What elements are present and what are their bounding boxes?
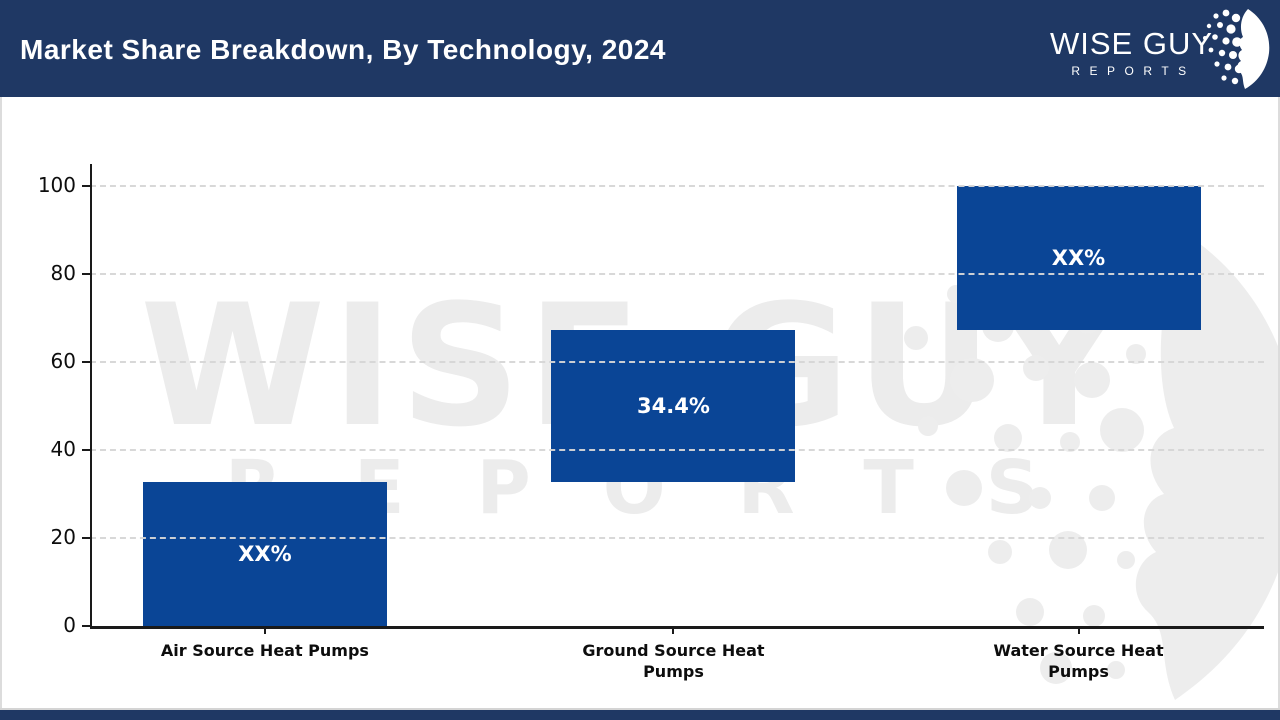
logo-text: WISE GUY REPORTS	[1050, 26, 1213, 78]
x-axis-category-label: Water Source Heat Pumps	[993, 641, 1164, 681]
page-title: Market Share Breakdown, By Technology, 2…	[20, 34, 667, 65]
x-axis-category-label: Air Source Heat Pumps	[160, 641, 369, 660]
bar-value-label: XX%	[1051, 246, 1106, 271]
y-axis-tick-mark	[82, 537, 90, 539]
y-axis-tick-label: 0	[63, 613, 76, 637]
y-axis-tick-label: 40	[50, 437, 76, 461]
y-axis-tick-mark	[82, 273, 90, 275]
wise-guy-reports-logo: WISE GUY REPORTS	[1020, 8, 1270, 90]
x-axis-spine	[90, 626, 1264, 629]
header-bar: Market Share Breakdown, By Technology, 2…	[0, 0, 1280, 97]
y-axis-tick-label: 100	[37, 173, 76, 197]
gridline-20	[90, 537, 1264, 539]
y-axis-tick-label: 20	[50, 525, 76, 549]
gridline-100	[90, 185, 1264, 187]
y-axis-tick-mark	[82, 361, 90, 363]
chart-plot-area: 0 20 40 60 80 100 XX% Air Source Heat Pumps 34.4…	[0, 97, 1280, 710]
y-axis-tick-mark	[82, 625, 90, 627]
x-axis-tick-mark	[672, 628, 675, 634]
gridline-40	[90, 449, 1264, 451]
logo-wiseguy-label: WISE GUY	[1050, 26, 1214, 61]
y-axis-spine	[90, 164, 92, 628]
logo-dotted-face-icon	[1203, 9, 1270, 89]
bar-value-label: XX%	[238, 541, 292, 566]
gridline-80	[90, 273, 1264, 275]
bar-value-label: 34.4%	[637, 394, 710, 418]
footer-divider	[0, 708, 1280, 710]
logo-reports-label: REPORTS	[1071, 64, 1196, 78]
x-axis-category-label: Ground Source Heat Pumps	[582, 641, 765, 681]
footer-bar	[0, 710, 1280, 720]
x-axis-tick-mark	[263, 628, 266, 634]
gridline-60	[90, 361, 1264, 363]
y-axis-tick-mark	[82, 185, 90, 187]
bar-2	[551, 330, 796, 482]
x-axis-tick-mark	[1077, 628, 1080, 634]
y-axis-tick-label: 80	[50, 261, 76, 285]
bar-1	[142, 481, 387, 626]
bar-3	[956, 186, 1201, 331]
y-axis-tick-label: 60	[50, 349, 76, 373]
y-axis-tick-mark	[82, 449, 90, 451]
